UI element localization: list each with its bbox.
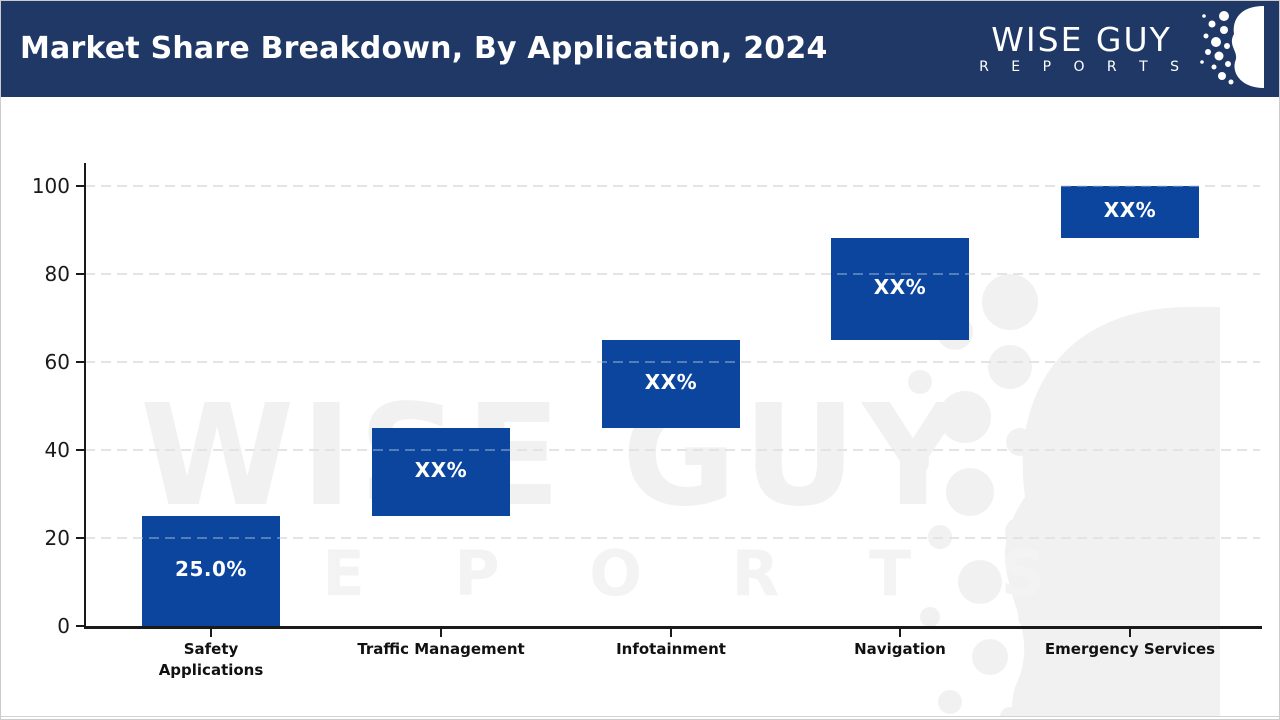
x-tick-mark-1 [210,629,212,637]
y-tick-label-20: 20 [44,526,70,550]
gridline-overlay-60 [85,361,1260,363]
y-tick-mark-60 [76,361,85,363]
bar-label-4: XX% [873,275,927,299]
page-title: Market Share Breakdown, By Application, … [20,31,828,66]
y-tick-label-100: 100 [31,174,70,198]
bar-label-1: 25.0% [175,557,247,581]
x-tick-label-1: Safety Applications [158,640,264,679]
bottom-divider [0,716,1280,717]
y-tick-label-0: 0 [57,614,70,638]
bar-4 [831,238,969,340]
bar-label-5: XX% [1103,198,1157,222]
gridline-overlay-40 [85,449,1260,451]
x-tick-label-3: Infotainment [616,640,726,658]
x-tick-mark-3 [670,629,672,637]
header: Market Share Breakdown, By Application, … [0,0,1280,97]
y-tick-mark-80 [76,273,85,275]
logo-text: WISE GUY R E P O R T S [975,19,1188,75]
x-tick-mark-5 [1129,629,1131,637]
x-tick-label-2: Traffic Management [357,640,525,658]
gridline-20 [85,537,1260,539]
y-tick-mark-100 [76,185,85,187]
x-tick-label-4: Navigation [854,640,946,658]
gridline-overlay-80 [85,273,1260,275]
bar-3 [602,340,740,428]
watermark-face-icon [860,247,1220,717]
logo-name: WISE GUY [991,19,1172,59]
logo-face-icon [1194,4,1266,94]
gridline-40 [85,449,1260,451]
x-tick-label-5: Emergency Services [1044,640,1216,658]
bar-1 [142,516,280,626]
logo-subtitle: R E P O R T S [979,58,1188,75]
x-tick-mark-4 [899,629,901,637]
watermark-text-line2: R E P O R T S [185,537,1080,610]
gridline-overlay-100 [85,185,1260,187]
watermark-text-line1: WISE GUY [140,375,970,538]
y-tick-mark-20 [76,537,85,539]
y-tick-label-80: 80 [44,262,70,286]
y-tick-mark-40 [76,449,85,451]
gridline-overlay-20 [85,537,1260,539]
y-tick-label-60: 60 [44,350,70,374]
bar-label-3: XX% [644,370,698,394]
gridline-100 [85,185,1260,187]
x-axis-line [84,626,1262,629]
y-axis-line [84,163,86,628]
bar-2 [372,428,510,516]
bar-label-2: XX% [414,458,468,482]
bar-5 [1061,186,1199,238]
y-tick-mark-0 [76,625,85,627]
x-tick-mark-2 [440,629,442,637]
y-tick-label-40: 40 [44,438,70,462]
logo: WISE GUY R E P O R T S [975,0,1266,97]
gridline-80 [85,273,1260,275]
